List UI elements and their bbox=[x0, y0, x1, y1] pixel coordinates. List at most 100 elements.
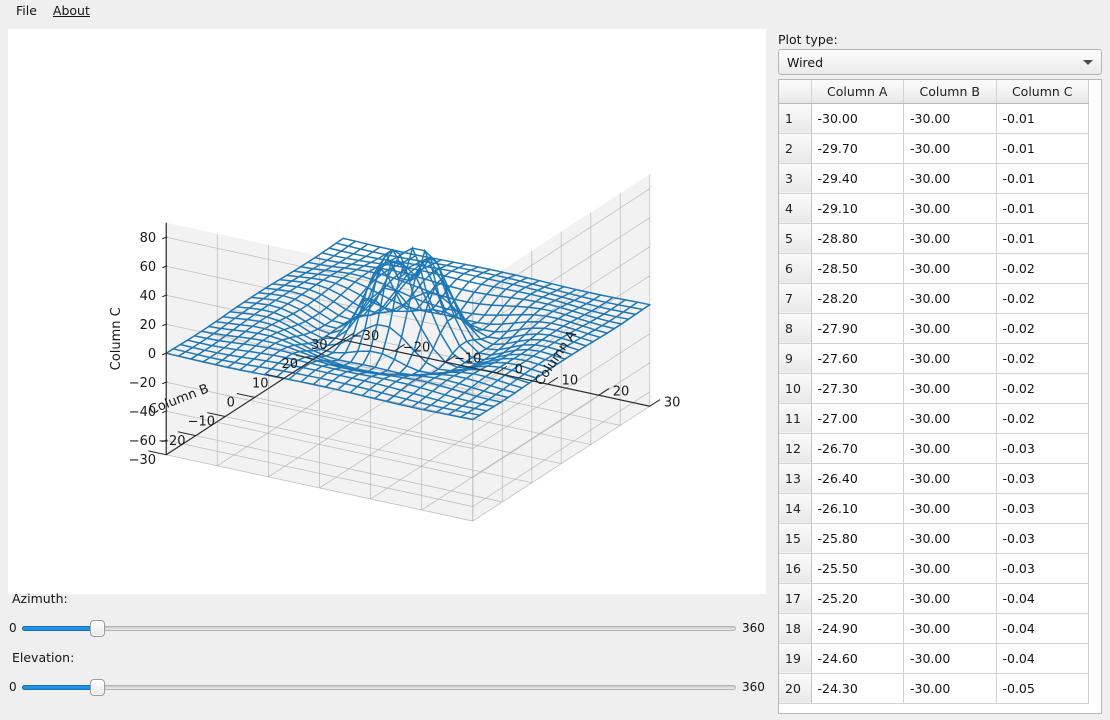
cell-column-b[interactable]: -30.00 bbox=[903, 373, 997, 404]
table-row[interactable]: 20 -24.30 -30.00 -0.05 bbox=[779, 673, 1089, 704]
elevation-label: Elevation: bbox=[12, 650, 75, 665]
column-header-b[interactable]: Column B bbox=[903, 80, 997, 104]
cell-column-b[interactable]: -30.00 bbox=[903, 613, 997, 644]
cell-column-b[interactable]: -30.00 bbox=[903, 163, 997, 194]
cell-column-a[interactable]: -26.40 bbox=[811, 463, 904, 494]
cell-column-a[interactable]: -24.30 bbox=[811, 673, 904, 704]
cell-column-a[interactable]: -29.10 bbox=[811, 193, 904, 224]
column-header-a[interactable]: Column A bbox=[811, 80, 904, 104]
cell-column-a[interactable]: -24.60 bbox=[811, 643, 904, 674]
cell-column-a[interactable]: -25.20 bbox=[811, 583, 904, 614]
cell-column-c[interactable]: -0.03 bbox=[996, 523, 1089, 554]
cell-column-b[interactable]: -30.00 bbox=[903, 343, 997, 374]
cell-column-a[interactable]: -27.30 bbox=[811, 373, 904, 404]
cell-column-c[interactable]: -0.01 bbox=[996, 163, 1089, 194]
cell-column-c[interactable]: -0.02 bbox=[996, 403, 1089, 434]
cell-column-a[interactable]: -28.80 bbox=[811, 223, 904, 254]
table-row[interactable]: 14 -26.10 -30.00 -0.03 bbox=[779, 493, 1089, 524]
menu-item-file[interactable]: File bbox=[16, 2, 37, 18]
table-row[interactable]: 17 -25.20 -30.00 -0.04 bbox=[779, 583, 1089, 614]
cell-column-b[interactable]: -30.00 bbox=[903, 193, 997, 224]
svg-text:30: 30 bbox=[311, 338, 328, 353]
cell-column-b[interactable]: -30.00 bbox=[903, 493, 997, 524]
azimuth-track[interactable] bbox=[22, 617, 736, 639]
elevation-handle[interactable] bbox=[90, 679, 105, 696]
cell-column-c[interactable]: -0.02 bbox=[996, 253, 1089, 284]
cell-column-a[interactable]: -29.40 bbox=[811, 163, 904, 194]
elevation-slider-row[interactable]: 0 360 bbox=[0, 676, 772, 698]
cell-column-a[interactable]: -27.90 bbox=[811, 313, 904, 344]
cell-column-c[interactable]: -0.02 bbox=[996, 373, 1089, 404]
cell-column-a[interactable]: -25.50 bbox=[811, 553, 904, 584]
cell-column-c[interactable]: -0.02 bbox=[996, 343, 1089, 374]
cell-column-c[interactable]: -0.01 bbox=[996, 223, 1089, 254]
cell-column-b[interactable]: -30.00 bbox=[903, 133, 997, 164]
svg-text:−20: −20 bbox=[403, 340, 430, 355]
plot-canvas[interactable]: −60 −40 −20 0 20 40 60 80 −30 −20 −10 0 10 20 30 −30 −20… bbox=[8, 29, 766, 594]
cell-column-b[interactable]: -30.00 bbox=[903, 553, 997, 584]
cell-column-b[interactable]: -30.00 bbox=[903, 433, 997, 464]
cell-column-b[interactable]: -30.00 bbox=[903, 223, 997, 254]
cell-column-c[interactable]: -0.03 bbox=[996, 493, 1089, 524]
cell-column-b[interactable]: -30.00 bbox=[903, 283, 997, 314]
table-row[interactable]: 19 -24.60 -30.00 -0.04 bbox=[779, 643, 1089, 674]
table-row[interactable]: 11 -27.00 -30.00 -0.02 bbox=[779, 403, 1089, 434]
cell-column-c[interactable]: -0.02 bbox=[996, 283, 1089, 314]
cell-column-b[interactable]: -30.00 bbox=[903, 313, 997, 344]
cell-column-c[interactable]: -0.01 bbox=[996, 193, 1089, 224]
cell-column-b[interactable]: -30.00 bbox=[903, 673, 997, 704]
table-row[interactable]: 4 -29.10 -30.00 -0.01 bbox=[779, 193, 1089, 224]
cell-column-a[interactable]: -25.80 bbox=[811, 523, 904, 554]
cell-column-c[interactable]: -0.03 bbox=[996, 553, 1089, 584]
cell-column-a[interactable]: -28.20 bbox=[811, 283, 904, 314]
table-row[interactable]: 18 -24.90 -30.00 -0.04 bbox=[779, 613, 1089, 644]
cell-column-b[interactable]: -30.00 bbox=[903, 523, 997, 554]
azimuth-handle[interactable] bbox=[90, 620, 105, 637]
table-row[interactable]: 9 -27.60 -30.00 -0.02 bbox=[779, 343, 1089, 374]
cell-column-a[interactable]: -26.10 bbox=[811, 493, 904, 524]
table-row[interactable]: 16 -25.50 -30.00 -0.03 bbox=[779, 553, 1089, 584]
table-row[interactable]: 12 -26.70 -30.00 -0.03 bbox=[779, 433, 1089, 464]
cell-column-c[interactable]: -0.05 bbox=[996, 673, 1089, 704]
elevation-track[interactable] bbox=[22, 676, 736, 698]
table-row[interactable]: 8 -27.90 -30.00 -0.02 bbox=[779, 313, 1089, 344]
cell-column-c[interactable]: -0.01 bbox=[996, 103, 1089, 134]
cell-column-a[interactable]: -29.70 bbox=[811, 133, 904, 164]
svg-text:30: 30 bbox=[664, 396, 681, 411]
plot-type-select[interactable]: Wired bbox=[778, 49, 1102, 75]
column-header-c[interactable]: Column C bbox=[996, 80, 1089, 104]
data-table[interactable]: Column A Column B Column C 1 -30.00 -30.00… bbox=[778, 79, 1102, 714]
table-row[interactable]: 3 -29.40 -30.00 -0.01 bbox=[779, 163, 1089, 194]
table-row[interactable]: 5 -28.80 -30.00 -0.01 bbox=[779, 223, 1089, 254]
table-row[interactable]: 13 -26.40 -30.00 -0.03 bbox=[779, 463, 1089, 494]
menu-item-about[interactable]: About bbox=[45, 2, 98, 20]
cell-column-a[interactable]: -28.50 bbox=[811, 253, 904, 284]
cell-column-b[interactable]: -30.00 bbox=[903, 253, 997, 284]
cell-column-c[interactable]: -0.04 bbox=[996, 643, 1089, 674]
cell-column-b[interactable]: -30.00 bbox=[903, 103, 997, 134]
table-row[interactable]: 7 -28.20 -30.00 -0.02 bbox=[779, 283, 1089, 314]
table-row[interactable]: 15 -25.80 -30.00 -0.03 bbox=[779, 523, 1089, 554]
cell-column-b[interactable]: -30.00 bbox=[903, 463, 997, 494]
table-row[interactable]: 1 -30.00 -30.00 -0.01 bbox=[779, 103, 1089, 134]
table-row[interactable]: 10 -27.30 -30.00 -0.02 bbox=[779, 373, 1089, 404]
cell-column-a[interactable]: -30.00 bbox=[811, 103, 904, 134]
table-row[interactable]: 6 -28.50 -30.00 -0.02 bbox=[779, 253, 1089, 284]
cell-column-b[interactable]: -30.00 bbox=[903, 643, 997, 674]
cell-column-b[interactable]: -30.00 bbox=[903, 403, 997, 434]
table-row[interactable]: 2 -29.70 -30.00 -0.01 bbox=[779, 133, 1089, 164]
azimuth-slider-row[interactable]: 0 360 bbox=[0, 617, 772, 639]
cell-column-c[interactable]: -0.04 bbox=[996, 583, 1089, 614]
cell-column-c[interactable]: -0.01 bbox=[996, 133, 1089, 164]
cell-column-c[interactable]: -0.03 bbox=[996, 463, 1089, 494]
cell-column-a[interactable]: -24.90 bbox=[811, 613, 904, 644]
cell-column-a[interactable]: -27.00 bbox=[811, 403, 904, 434]
cell-column-b[interactable]: -30.00 bbox=[903, 583, 997, 614]
cell-column-c[interactable]: -0.03 bbox=[996, 433, 1089, 464]
cell-column-c[interactable]: -0.02 bbox=[996, 313, 1089, 344]
svg-text:Column C: Column C bbox=[109, 307, 124, 370]
cell-column-a[interactable]: -26.70 bbox=[811, 433, 904, 464]
cell-column-a[interactable]: -27.60 bbox=[811, 343, 904, 374]
cell-column-c[interactable]: -0.04 bbox=[996, 613, 1089, 644]
